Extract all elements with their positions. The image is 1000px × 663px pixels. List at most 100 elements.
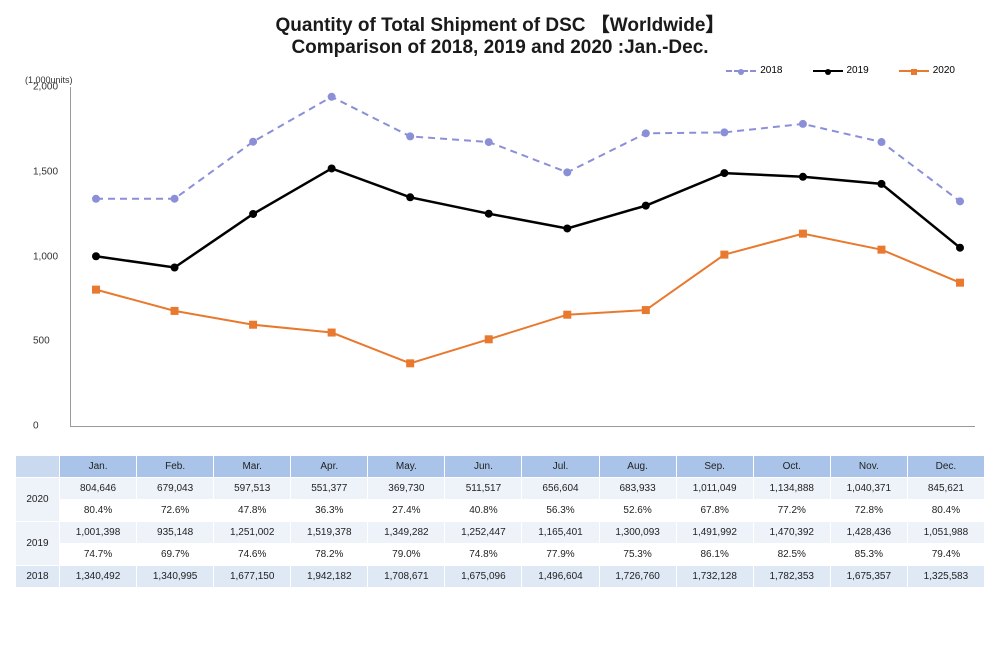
table-cell: 1,496,604	[522, 566, 599, 588]
table-cell: 75.3%	[599, 544, 676, 566]
marker	[92, 195, 100, 203]
legend-label-2020: 2020	[933, 65, 955, 76]
table-cell: 551,377	[291, 478, 368, 500]
row-2020-values: 2020 804,646679,043597,513551,377369,730…	[16, 478, 985, 500]
marker	[956, 279, 964, 287]
table-cell: 369,730	[368, 478, 445, 500]
table-cell: 78.2%	[291, 544, 368, 566]
table-cell: 1,782,353	[753, 566, 830, 588]
legend-item-2018: 2018	[726, 65, 782, 76]
y-tick-label: 1,500	[33, 166, 58, 177]
table-cell: 80.4%	[907, 500, 984, 522]
legend-label-2019: 2019	[847, 65, 869, 76]
legend-item-2020: 2020	[899, 65, 955, 76]
table-cell: 1,040,371	[830, 478, 907, 500]
marker	[171, 307, 179, 315]
table-header-row: Jan.Feb.Mar.Apr.May.Jun.Jul.Aug.Sep.Oct.…	[16, 456, 985, 478]
table-cell: 79.0%	[368, 544, 445, 566]
hdr-month: Apr.	[291, 456, 368, 478]
data-table: Jan.Feb.Mar.Apr.May.Jun.Jul.Aug.Sep.Oct.…	[15, 455, 985, 588]
table-cell: 1,051,988	[907, 522, 984, 544]
title-line-2: Comparison of 2018, 2019 and 2020 :Jan.-…	[15, 37, 985, 59]
table-cell: 1,519,378	[291, 522, 368, 544]
table-cell: 74.7%	[60, 544, 137, 566]
year-label-2019: 2019	[16, 522, 60, 566]
marker	[642, 129, 650, 137]
marker	[563, 224, 571, 232]
marker	[406, 193, 414, 201]
table-cell: 1,732,128	[676, 566, 753, 588]
y-tick-label: 0	[33, 421, 39, 432]
table-cell: 52.6%	[599, 500, 676, 522]
table-cell: 79.4%	[907, 544, 984, 566]
table-cell: 935,148	[137, 522, 214, 544]
chart-title: Quantity of Total Shipment of DSC 【World…	[15, 10, 985, 59]
table: Jan.Feb.Mar.Apr.May.Jun.Jul.Aug.Sep.Oct.…	[15, 455, 985, 588]
table-cell: 1,675,096	[445, 566, 522, 588]
y-tick-label: 500	[33, 336, 50, 347]
marker	[249, 138, 257, 146]
table-cell: 1,001,398	[60, 522, 137, 544]
marker	[720, 169, 728, 177]
marker	[720, 251, 728, 259]
hdr-month: Jul.	[522, 456, 599, 478]
table-cell: 1,165,401	[522, 522, 599, 544]
table-cell: 656,604	[522, 478, 599, 500]
legend-label-2018: 2018	[760, 65, 782, 76]
table-cell: 67.8%	[676, 500, 753, 522]
marker	[642, 306, 650, 314]
hdr-month: Sep.	[676, 456, 753, 478]
marker	[799, 230, 807, 238]
table-cell: 72.8%	[830, 500, 907, 522]
hdr-month: Aug.	[599, 456, 676, 478]
series-line-2020	[96, 234, 960, 364]
table-cell: 1,491,992	[676, 522, 753, 544]
table-cell: 1,325,583	[907, 566, 984, 588]
hdr-month: Feb.	[137, 456, 214, 478]
hdr-month: Oct.	[753, 456, 830, 478]
row-2019-values: 2019 1,001,398935,1481,251,0021,519,3781…	[16, 522, 985, 544]
table-cell: 1,942,182	[291, 566, 368, 588]
table-cell: 683,933	[599, 478, 676, 500]
table-cell: 1,675,357	[830, 566, 907, 588]
plot-svg	[71, 87, 975, 426]
table-cell: 56.3%	[522, 500, 599, 522]
series-line-2018	[96, 97, 960, 202]
table-cell: 1,300,093	[599, 522, 676, 544]
table-cell: 36.3%	[291, 500, 368, 522]
year-label-2018: 2018	[16, 566, 60, 588]
marker	[249, 321, 257, 329]
table-cell: 1,708,671	[368, 566, 445, 588]
table-cell: 85.3%	[830, 544, 907, 566]
hdr-month: Jan.	[60, 456, 137, 478]
hdr-blank	[16, 456, 60, 478]
marker	[171, 195, 179, 203]
marker	[485, 138, 493, 146]
marker	[799, 120, 807, 128]
table-cell: 1,340,492	[60, 566, 137, 588]
marker	[799, 173, 807, 181]
series-line-2019	[96, 168, 960, 267]
table-cell: 40.8%	[445, 500, 522, 522]
row-2020-pct: 80.4%72.6%47.8%36.3%27.4%40.8%56.3%52.6%…	[16, 500, 985, 522]
table-cell: 1,349,282	[368, 522, 445, 544]
table-cell: 804,646	[60, 478, 137, 500]
marker	[877, 246, 885, 254]
table-cell: 74.8%	[445, 544, 522, 566]
marker	[956, 244, 964, 252]
hdr-month: Nov.	[830, 456, 907, 478]
table-cell: 845,621	[907, 478, 984, 500]
table-cell: 69.7%	[137, 544, 214, 566]
table-cell: 511,517	[445, 478, 522, 500]
table-cell: 80.4%	[60, 500, 137, 522]
table-cell: 1,252,447	[445, 522, 522, 544]
marker	[328, 164, 336, 172]
title-line-1: Quantity of Total Shipment of DSC 【World…	[15, 10, 985, 37]
marker	[92, 286, 100, 294]
table-cell: 1,134,888	[753, 478, 830, 500]
marker	[485, 335, 493, 343]
marker	[406, 132, 414, 140]
table-cell: 72.6%	[137, 500, 214, 522]
plot-region: 05001,0001,5002,000	[70, 87, 975, 427]
marker	[956, 197, 964, 205]
